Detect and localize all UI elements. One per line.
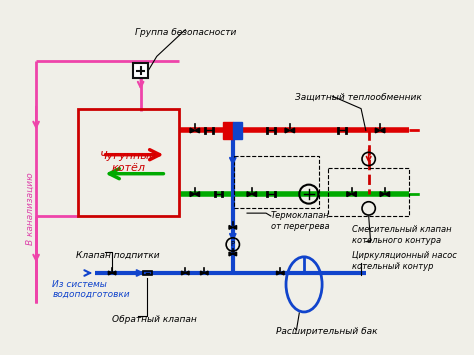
Text: Обратный клапан: Обратный клапан [112, 315, 197, 324]
Polygon shape [285, 128, 290, 133]
Polygon shape [380, 192, 385, 197]
Polygon shape [290, 128, 294, 133]
Bar [233, 122, 242, 139]
Bar [143, 271, 152, 275]
Bar [223, 122, 233, 139]
Bar [328, 169, 409, 216]
Polygon shape [109, 271, 112, 275]
Polygon shape [280, 271, 284, 275]
Polygon shape [204, 271, 208, 275]
Polygon shape [229, 225, 233, 229]
Polygon shape [112, 271, 116, 275]
Polygon shape [195, 128, 200, 133]
Bar [133, 63, 148, 78]
Polygon shape [276, 271, 280, 275]
Polygon shape [352, 192, 356, 197]
Polygon shape [190, 192, 195, 197]
Polygon shape [185, 271, 189, 275]
Polygon shape [233, 225, 237, 229]
Text: Защитный теплообменник: Защитный теплообменник [294, 92, 421, 102]
Polygon shape [347, 192, 352, 197]
Text: Термоклапан
от перегрева: Термоклапан от перегрева [271, 211, 329, 231]
Polygon shape [190, 128, 195, 133]
Text: Клапан подпитки: Клапан подпитки [76, 251, 160, 260]
Polygon shape [195, 192, 200, 197]
Polygon shape [247, 192, 252, 197]
Text: Чугунный
котёл: Чугунный котёл [100, 152, 157, 173]
Polygon shape [385, 192, 390, 197]
Polygon shape [229, 252, 233, 256]
Text: Группа безопасности: Группа безопасности [135, 28, 236, 37]
Text: В канализацию: В канализацию [26, 172, 35, 245]
Polygon shape [380, 128, 385, 133]
Polygon shape [252, 192, 256, 197]
Text: Смесительный клапан
котельного контура: Смесительный клапан котельного контура [352, 225, 451, 245]
Text: Расширительный бак: Расширительный бак [275, 327, 377, 336]
Text: Из системы
водоподготовки: Из системы водоподготовки [52, 280, 130, 299]
Bar [78, 109, 179, 216]
Text: P: P [231, 241, 235, 247]
Polygon shape [233, 252, 237, 256]
Bar [234, 156, 319, 208]
Polygon shape [182, 271, 185, 275]
Polygon shape [375, 128, 380, 133]
Polygon shape [201, 271, 204, 275]
Text: Циркуляционный насос
котельный контур: Циркуляционный насос котельный контур [352, 251, 456, 271]
